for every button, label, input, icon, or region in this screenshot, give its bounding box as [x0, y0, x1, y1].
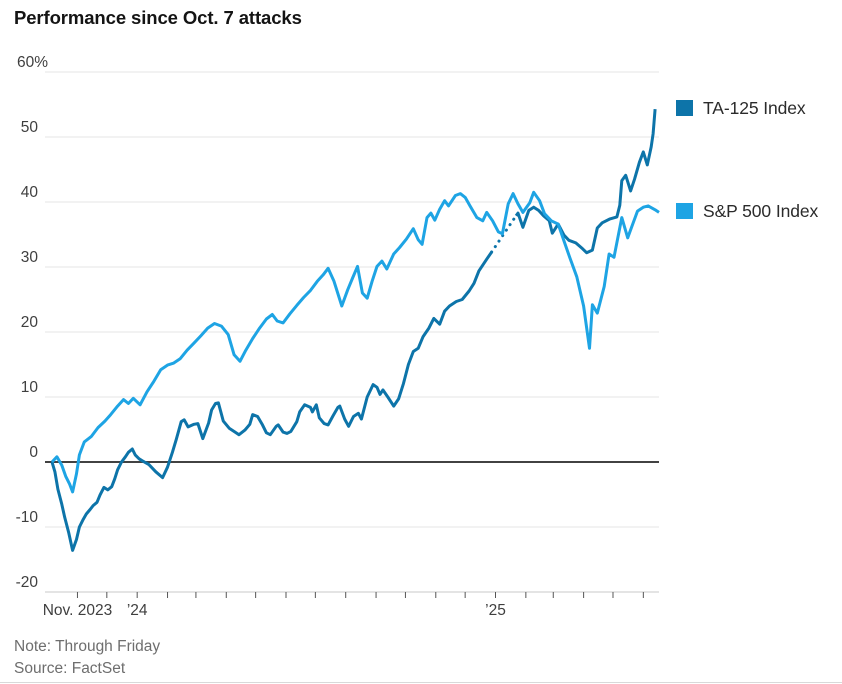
y-axis-label-30: 30 [21, 249, 39, 266]
ta125-line-dotted-segment [490, 214, 518, 254]
sp500-line [50, 190, 660, 494]
legend-item-sp500: S&P 500 Index [676, 201, 818, 221]
chart-source: Source: FactSet [14, 660, 126, 677]
sp500-legend-swatch [676, 203, 693, 219]
bottom-divider [0, 682, 842, 683]
ta125-line [514, 108, 657, 255]
y-axis-label-0: 0 [29, 444, 38, 461]
sp500-legend-label: S&P 500 Index [703, 200, 819, 221]
y-axis-label-10: 10 [21, 379, 39, 396]
y-axis-label-50: 50 [21, 119, 39, 136]
ta125-line [50, 251, 493, 552]
x-axis-label: Nov. 2023 [43, 602, 113, 619]
chart-note: Note: Through Friday [14, 638, 161, 655]
y-axis-label-20: 20 [21, 314, 39, 331]
x-axis-label: ’25 [485, 602, 506, 619]
y-axis-label-40: 40 [21, 184, 39, 201]
y-axis-label--20: -20 [16, 574, 39, 591]
x-axis-label: ’24 [127, 602, 148, 619]
y-axis-label--10: -10 [16, 509, 39, 526]
legend-item-ta125: TA-125 Index [676, 98, 806, 118]
ta125-legend-swatch [676, 100, 693, 116]
ta125-legend-label: TA-125 Index [703, 97, 806, 118]
y-axis-label-60: 60% [17, 54, 48, 71]
chart-title: Performance since Oct. 7 attacks [14, 7, 302, 28]
